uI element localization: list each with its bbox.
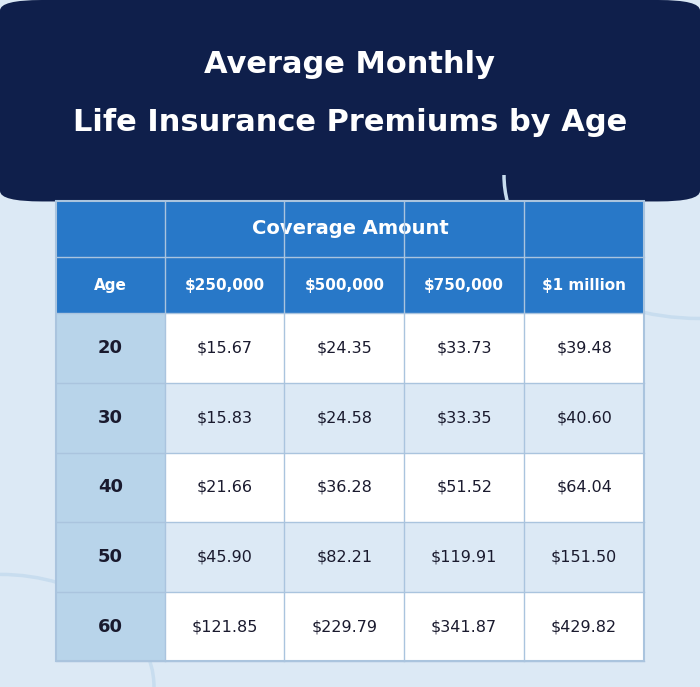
Bar — [164, 313, 284, 383]
Text: 20: 20 — [98, 339, 122, 357]
Text: $229.79: $229.79 — [312, 619, 377, 634]
Bar — [56, 383, 164, 453]
Bar — [284, 522, 405, 592]
Bar — [164, 453, 284, 522]
Text: $15.83: $15.83 — [197, 410, 253, 425]
Bar — [524, 453, 644, 522]
Text: $24.35: $24.35 — [316, 341, 372, 356]
Bar — [164, 592, 284, 662]
Bar — [56, 201, 644, 662]
Bar — [164, 383, 284, 453]
Bar — [524, 592, 644, 662]
Bar — [405, 522, 524, 592]
Bar — [164, 522, 284, 592]
Text: $45.90: $45.90 — [197, 550, 253, 565]
Bar — [56, 522, 164, 592]
Bar — [56, 592, 164, 662]
Text: $24.58: $24.58 — [316, 410, 372, 425]
Text: $121.85: $121.85 — [191, 619, 258, 634]
Text: $341.87: $341.87 — [431, 619, 497, 634]
Bar — [405, 592, 524, 662]
Text: Coverage Amount: Coverage Amount — [251, 219, 449, 238]
Text: $33.35: $33.35 — [436, 410, 492, 425]
Text: 30: 30 — [98, 409, 122, 427]
Bar — [56, 257, 164, 313]
FancyBboxPatch shape — [0, 0, 700, 201]
Bar — [524, 313, 644, 383]
Bar — [405, 453, 524, 522]
Bar — [284, 453, 405, 522]
Text: $21.66: $21.66 — [197, 480, 253, 495]
Text: $429.82: $429.82 — [551, 619, 617, 634]
Bar — [56, 201, 644, 257]
Text: $119.91: $119.91 — [431, 550, 498, 565]
Text: $151.50: $151.50 — [551, 550, 617, 565]
Bar — [524, 522, 644, 592]
Text: $1 million: $1 million — [542, 278, 626, 293]
Text: $39.48: $39.48 — [556, 341, 612, 356]
Text: Average Monthly: Average Monthly — [204, 50, 496, 79]
Bar — [405, 313, 524, 383]
Text: $500,000: $500,000 — [304, 278, 384, 293]
Text: $36.28: $36.28 — [316, 480, 372, 495]
Text: Age: Age — [94, 278, 127, 293]
Text: 40: 40 — [98, 478, 122, 497]
Bar — [405, 383, 524, 453]
Text: $15.67: $15.67 — [197, 341, 253, 356]
Text: 50: 50 — [98, 548, 122, 566]
Text: 60: 60 — [98, 618, 122, 635]
Text: $40.60: $40.60 — [556, 410, 612, 425]
Text: $250,000: $250,000 — [184, 278, 265, 293]
Text: Life Insurance Premiums by Age: Life Insurance Premiums by Age — [73, 108, 627, 137]
Bar — [405, 257, 524, 313]
Text: $82.21: $82.21 — [316, 550, 372, 565]
Text: $64.04: $64.04 — [556, 480, 612, 495]
Bar — [164, 257, 284, 313]
Text: $33.73: $33.73 — [436, 341, 492, 356]
Bar — [524, 257, 644, 313]
Bar — [56, 313, 164, 383]
Bar — [284, 592, 405, 662]
Bar — [284, 383, 405, 453]
Text: $51.52: $51.52 — [436, 480, 492, 495]
Bar — [56, 453, 164, 522]
Bar — [284, 313, 405, 383]
Text: $750,000: $750,000 — [424, 278, 504, 293]
Bar — [524, 383, 644, 453]
Bar — [284, 257, 405, 313]
